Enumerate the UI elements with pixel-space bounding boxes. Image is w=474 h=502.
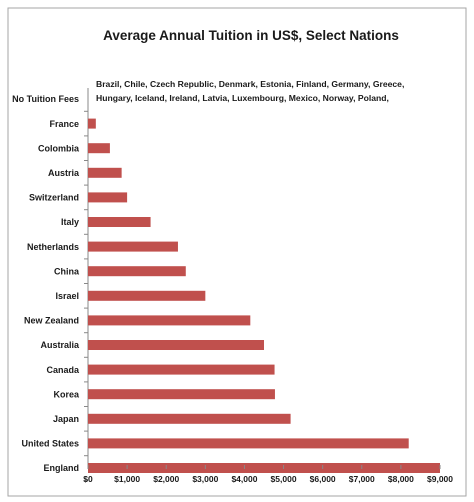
category-label: Australia xyxy=(40,340,80,350)
category-label: France xyxy=(49,119,79,129)
bar xyxy=(88,364,275,375)
category-label: Switzerland xyxy=(29,193,79,203)
category-label: United States xyxy=(21,439,79,449)
category-label: Korea xyxy=(53,389,80,399)
chart-title: Average Annual Tuition in US$, Select Na… xyxy=(103,28,399,43)
x-tick-label: $8,000 xyxy=(388,474,414,484)
annotation-line-2: Hungary, Iceland, Ireland, Latvia, Luxem… xyxy=(96,93,389,103)
x-tick-label: $6,000 xyxy=(310,474,336,484)
bar xyxy=(88,290,206,301)
bar xyxy=(88,340,264,350)
bar xyxy=(88,217,151,227)
category-label: No Tuition Fees xyxy=(12,94,79,104)
bar xyxy=(88,413,291,424)
category-label: Colombia xyxy=(38,143,80,153)
bar xyxy=(88,167,122,178)
category-label: New Zealand xyxy=(24,316,79,326)
x-tick-label: $2,000 xyxy=(153,474,179,484)
category-label: China xyxy=(54,266,80,276)
bar xyxy=(88,266,186,277)
bar xyxy=(88,315,251,326)
x-tick-label: $4,000 xyxy=(231,474,257,484)
x-tick-label: $5,000 xyxy=(271,474,297,484)
bar xyxy=(88,389,275,400)
category-label: Italy xyxy=(61,217,79,227)
category-label: Austria xyxy=(48,168,80,178)
category-label: England xyxy=(44,463,80,473)
x-tick-label: $3,000 xyxy=(192,474,218,484)
x-tick-label: $9,000 xyxy=(427,474,453,484)
plot-area: No Tuition Fees France Colombia Austria Swit… xyxy=(12,88,453,484)
bar xyxy=(88,463,440,473)
bar xyxy=(88,192,128,203)
x-tick-label: $7,000 xyxy=(349,474,375,484)
category-label: Israel xyxy=(55,291,79,301)
x-tick-label: $1,000 xyxy=(114,474,140,484)
bar xyxy=(88,143,110,154)
category-label: Canada xyxy=(46,365,80,375)
bar xyxy=(88,241,178,252)
bar xyxy=(88,438,409,449)
category-label: Netherlands xyxy=(27,242,79,252)
bar xyxy=(88,118,96,129)
annotation-line-1: Brazil, Chile, Czech Republic, Denmark, … xyxy=(96,79,404,89)
category-label: Japan xyxy=(53,414,79,424)
x-tick-label: $0 xyxy=(83,474,93,484)
